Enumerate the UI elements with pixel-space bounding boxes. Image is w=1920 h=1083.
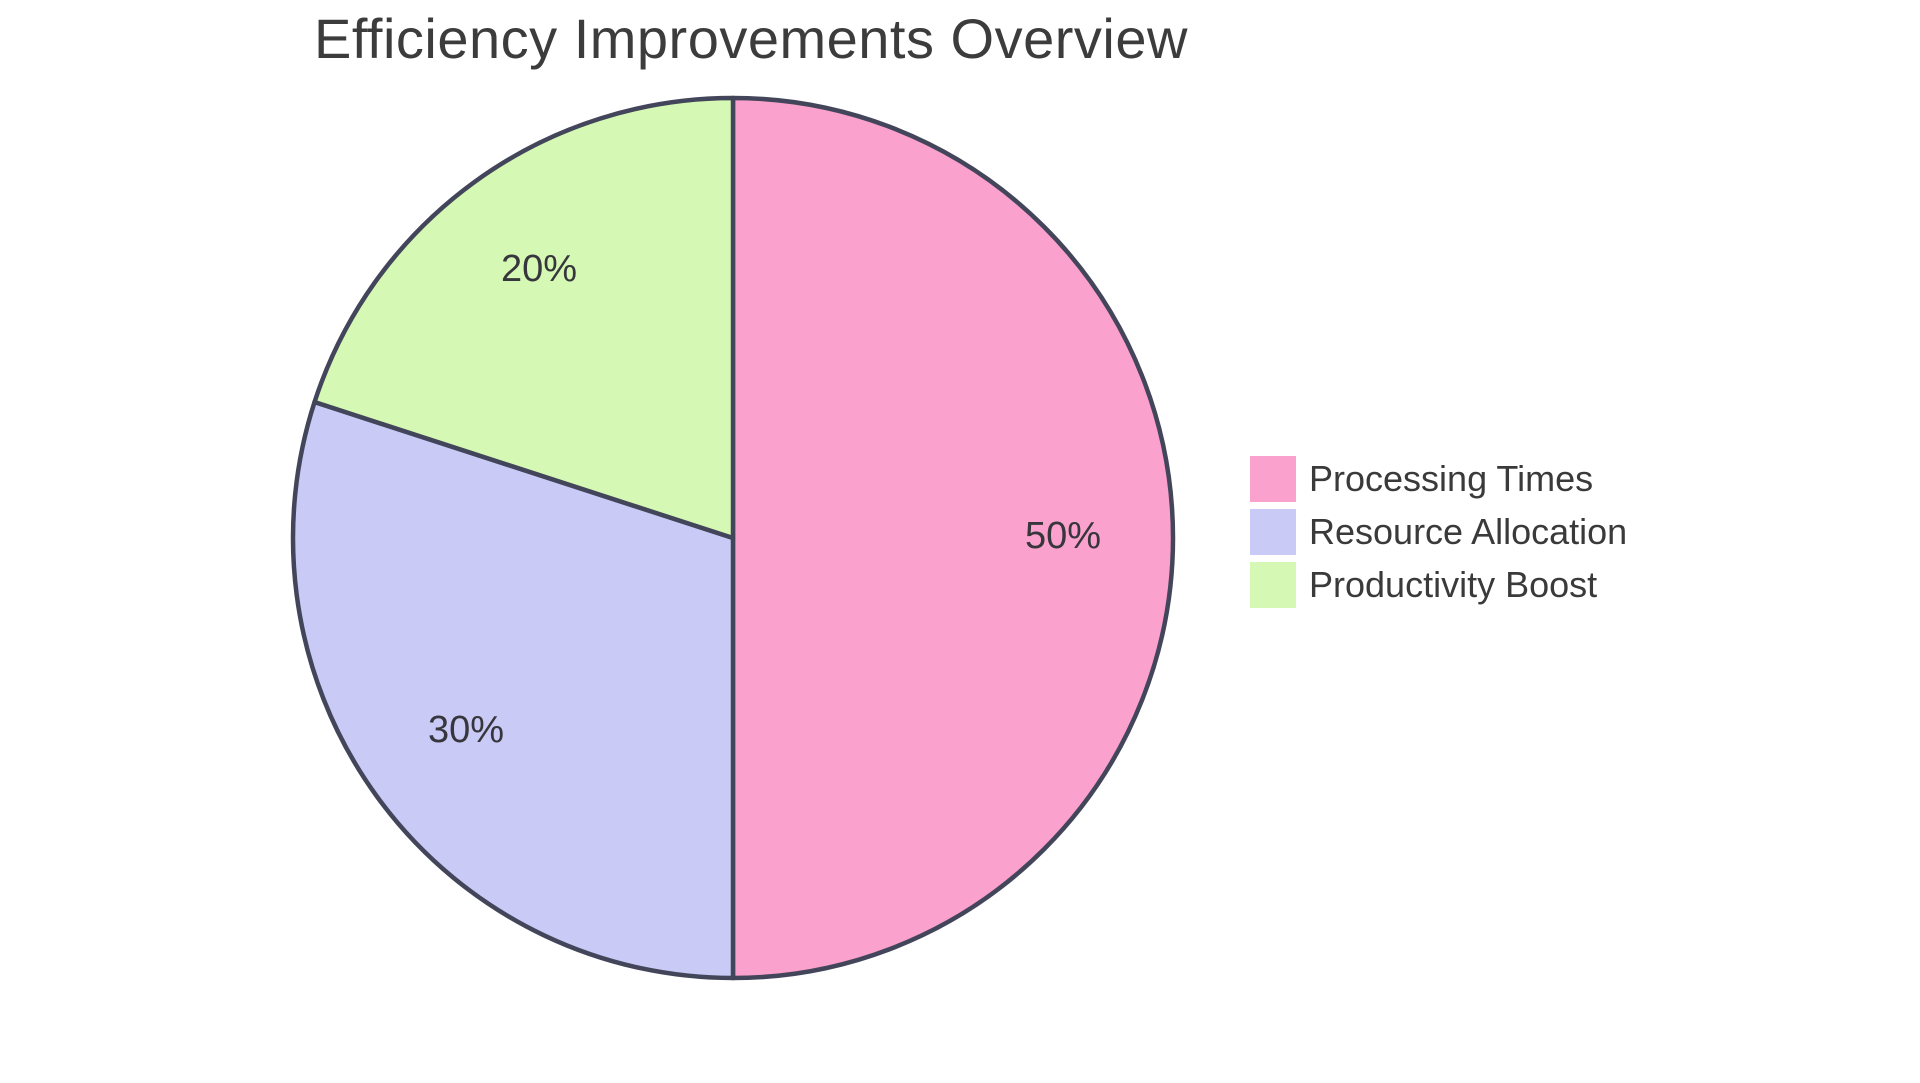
legend-swatch-processing-times [1250, 456, 1296, 502]
slice-percent-label-resource-allocation: 30% [428, 709, 504, 751]
legend-item-resource-allocation: Resource Allocation [1250, 509, 1627, 555]
legend-label-processing-times: Processing Times [1309, 458, 1594, 499]
legend: Processing Times Resource Allocation Produ… [1250, 456, 1627, 608]
legend-swatch-productivity-boost [1250, 562, 1296, 608]
slice-percent-label-processing-times: 50% [1025, 515, 1101, 557]
legend-swatch-resource-allocation [1250, 509, 1296, 555]
pie-slice-productivity-boost [312, 95, 736, 541]
legend-item-processing-times: Processing Times [1250, 456, 1627, 502]
legend-item-productivity-boost: Productivity Boost [1250, 562, 1627, 608]
legend-label-resource-allocation: Resource Allocation [1309, 511, 1628, 552]
chart-title: Efficiency Improvements Overview [314, 7, 1188, 70]
pie-slice-processing-times [730, 95, 1176, 981]
pie-slice-resource-allocation [290, 399, 736, 981]
slice-percent-label-productivity-boost: 20% [501, 248, 577, 290]
legend-label-productivity-boost: Productivity Boost [1309, 564, 1598, 605]
